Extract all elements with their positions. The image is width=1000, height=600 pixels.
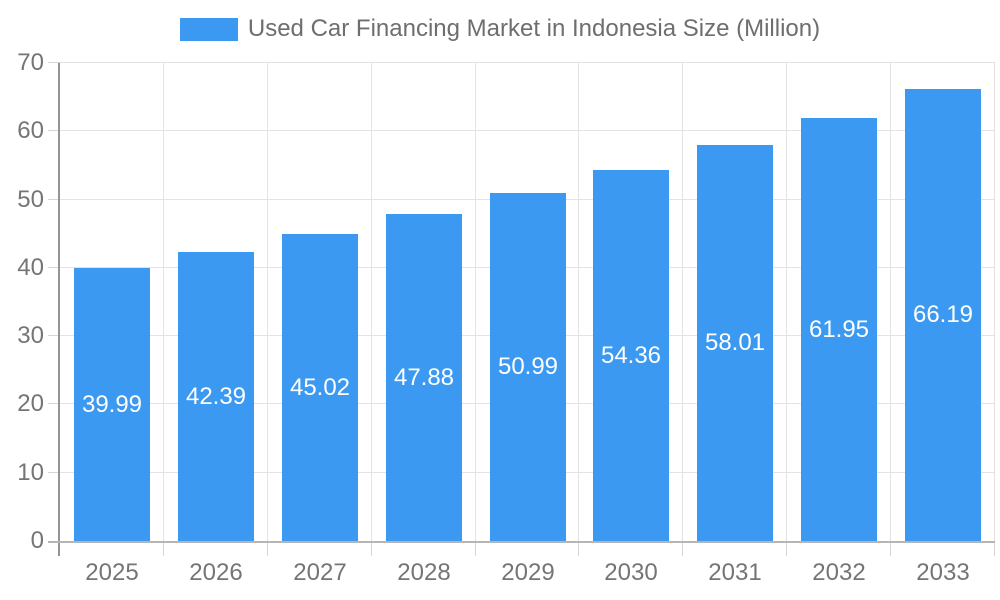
legend-label: Used Car Financing Market in Indonesia S… (247, 15, 821, 42)
bar-2029: 50.99 (490, 193, 566, 541)
bar-2026: 42.39 (178, 252, 254, 541)
bar-2025: 39.99 (74, 268, 150, 541)
plot-area: 39.99 42.39 45.02 47.88 50.99 54.36 58.01 61.95… (60, 62, 995, 541)
x-gridline (475, 63, 476, 541)
x-axis-tick (786, 543, 787, 556)
bar-value-label: 45.02 (289, 373, 351, 401)
x-gridline (163, 63, 164, 541)
x-axis-tick (475, 543, 476, 556)
x-axis-tick (163, 543, 164, 556)
bar-2027: 45.02 (282, 234, 358, 541)
y-axis-tick (48, 130, 60, 131)
x-axis-tick-label: 2033 (916, 559, 970, 586)
bar-value-label: 61.95 (808, 315, 870, 343)
bar-value-label: 42.39 (185, 382, 247, 410)
bar-2030: 54.36 (593, 170, 669, 541)
y-axis-tick (48, 335, 60, 336)
y-axis-tick (48, 199, 60, 200)
x-axis-tick-label: 2030 (604, 559, 658, 586)
bar-2031: 58.01 (697, 145, 773, 541)
x-gridline (890, 63, 891, 541)
x-axis-tick-label: 2025 (85, 559, 139, 586)
y-gridline (60, 62, 995, 63)
y-axis-tick (48, 472, 60, 473)
x-gridline (267, 63, 268, 541)
y-gridline (60, 130, 995, 131)
x-gridline (682, 63, 683, 541)
x-gridline (371, 63, 372, 541)
legend-item[interactable]: Used Car Financing Market in Indonesia S… (179, 15, 821, 42)
x-gridline (578, 63, 579, 541)
bar-value-label: 50.99 (497, 353, 559, 380)
y-axis-tick-label: 20 (17, 390, 44, 417)
x-axis-tick-label: 2027 (293, 559, 347, 586)
y-axis-tick-label: 50 (17, 186, 44, 213)
y-axis-tick (48, 403, 60, 404)
x-axis-tick (578, 543, 579, 556)
x-axis-tick-label: 2028 (397, 559, 451, 586)
x-axis-tick (371, 543, 372, 556)
bar-2028: 47.88 (386, 214, 462, 541)
bar-value-label: 47.88 (393, 363, 455, 391)
x-gridline (994, 63, 995, 541)
y-axis-tick-label: 0 (30, 527, 44, 554)
bar-value-label: 54.36 (600, 341, 662, 369)
x-axis-tick-label: 2026 (189, 559, 243, 586)
y-axis-tick-label: 40 (17, 254, 44, 281)
x-axis-tick-label: 2032 (812, 559, 866, 586)
bar-value-label: 58.01 (704, 329, 766, 356)
bar-value-label: 39.99 (81, 390, 143, 418)
y-axis-line (58, 63, 60, 556)
bar-2033: 66.19 (905, 89, 981, 541)
bar-2032: 61.95 (801, 118, 877, 541)
y-axis-tick (48, 62, 60, 63)
y-axis-tick (48, 267, 60, 268)
y-axis-tick-label: 70 (17, 49, 44, 76)
bar-value-label: 66.19 (912, 301, 974, 328)
y-axis-tick-label: 30 (17, 322, 44, 349)
y-axis-tick-label: 10 (17, 459, 44, 486)
chart-legend: Used Car Financing Market in Indonesia S… (0, 16, 1000, 42)
x-axis-tick (682, 543, 683, 556)
x-axis-line (48, 541, 995, 543)
x-gridline (786, 63, 787, 541)
x-axis-tick (890, 543, 891, 556)
x-axis-tick (267, 543, 268, 556)
x-axis-tick (994, 543, 995, 556)
y-axis-tick-label: 60 (17, 117, 44, 144)
legend-swatch-icon (179, 17, 238, 41)
x-axis-tick-label: 2029 (501, 559, 555, 586)
x-axis-tick-label: 2031 (708, 559, 762, 586)
